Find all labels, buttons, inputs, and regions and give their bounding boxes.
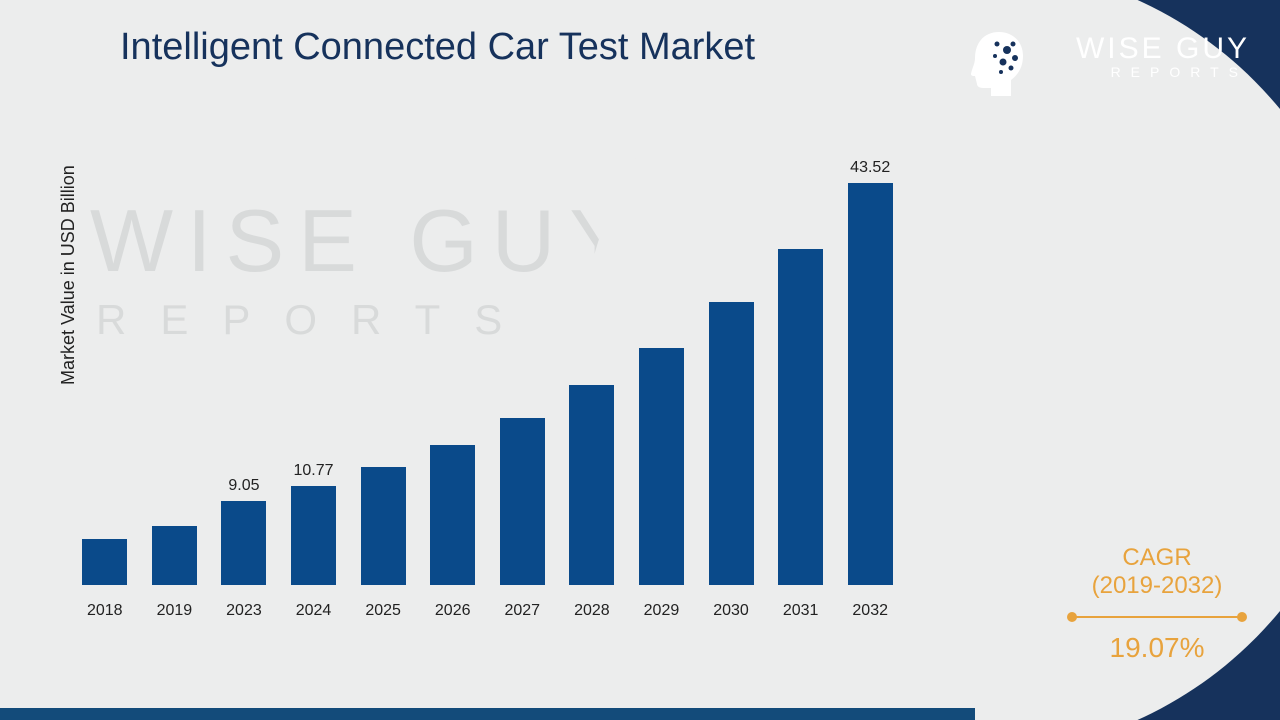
brand-logo: WISE GUY REPORTS [1076, 32, 1250, 80]
bar [82, 539, 127, 585]
x-tick-label: 2032 [852, 602, 888, 620]
cagr-value: 19.07% [1072, 632, 1242, 664]
x-tick-label: 2027 [504, 602, 540, 620]
bar [430, 445, 475, 585]
x-tick-label: 2031 [783, 602, 819, 620]
cagr-label: CAGR [1072, 544, 1242, 572]
cagr-separator [1072, 616, 1242, 618]
bar [778, 249, 823, 585]
chart-canvas: WISE GUY REPORTS WISE GUY REPORTS CAGR (… [0, 0, 1280, 720]
bar [152, 526, 197, 585]
bar: 10.77 [291, 486, 336, 586]
x-tick-label: 2023 [226, 602, 262, 620]
x-tick-label: 2030 [713, 602, 749, 620]
x-tick-label: 2029 [644, 602, 680, 620]
plot-area: 9.05 10.77 43.52 [70, 160, 905, 585]
bar [709, 302, 754, 585]
bottom-accent-bar [0, 708, 975, 720]
x-tick-label: 2026 [435, 602, 471, 620]
x-tick-label: 2028 [574, 602, 610, 620]
cagr-range: (2019-2032) [1072, 572, 1242, 600]
x-tick-label: 2025 [365, 602, 401, 620]
bar [639, 348, 684, 585]
brand-name: WISE GUY [1076, 32, 1250, 66]
chart-title: Intelligent Connected Car Test Market [120, 24, 755, 70]
x-tick-label: 2024 [296, 602, 332, 620]
bar [500, 418, 545, 585]
bar [361, 467, 406, 585]
bar-value-label: 43.52 [850, 159, 890, 177]
bar-value-label: 10.77 [294, 462, 334, 480]
x-tick-label: 2018 [87, 602, 123, 620]
bar-chart: 9.05 10.77 43.52 2018 2019 2023 2024 2025 2026 2… [70, 160, 905, 620]
brand-subname: REPORTS [1076, 64, 1248, 80]
right-panel: WISE GUY REPORTS CAGR (2019-2032) 19.07% [975, 0, 1280, 720]
bar: 9.05 [221, 501, 266, 585]
bar: 43.52 [848, 183, 893, 585]
bar [569, 385, 614, 585]
logo-head-icon [969, 30, 1025, 96]
bar-value-label: 9.05 [228, 477, 259, 495]
cagr-block: CAGR (2019-2032) 19.07% [1072, 544, 1242, 664]
x-tick-label: 2019 [157, 602, 193, 620]
